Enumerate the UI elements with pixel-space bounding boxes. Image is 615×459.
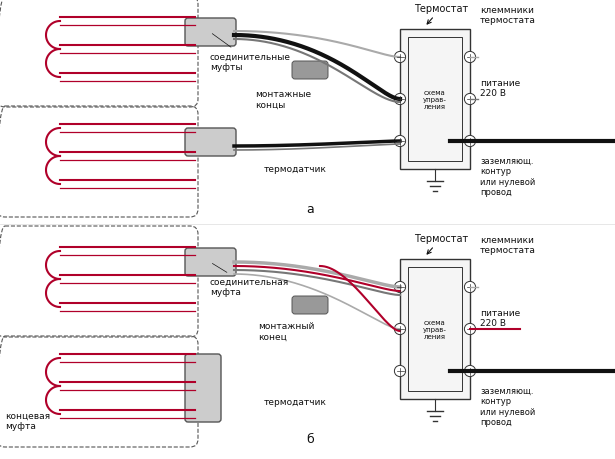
Circle shape <box>464 52 475 63</box>
Text: концевая
муфта: концевая муфта <box>5 411 50 431</box>
Circle shape <box>394 52 406 63</box>
Text: термодатчик: термодатчик <box>264 165 327 174</box>
Text: схема
управ-
ления: схема управ- ления <box>423 90 447 110</box>
Circle shape <box>464 94 475 106</box>
Circle shape <box>394 282 406 293</box>
Text: клеммники
термостата: клеммники термостата <box>480 235 536 254</box>
Text: Термостат: Термостат <box>414 4 468 25</box>
Circle shape <box>394 366 406 377</box>
Text: б: б <box>306 432 314 446</box>
Circle shape <box>464 282 475 293</box>
FancyBboxPatch shape <box>185 354 221 422</box>
Text: заземляющ.
контур
или нулевой
провод: заземляющ. контур или нулевой провод <box>480 386 535 426</box>
FancyBboxPatch shape <box>292 297 328 314</box>
Text: клеммники
термостата: клеммники термостата <box>480 6 536 25</box>
Bar <box>408 268 462 391</box>
Circle shape <box>464 136 475 147</box>
Text: монтажный
конец: монтажный конец <box>258 321 314 341</box>
Text: соединительные
муфты: соединительные муфты <box>210 34 291 72</box>
Bar <box>400 259 470 399</box>
Text: термодатчик: термодатчик <box>264 397 327 406</box>
FancyBboxPatch shape <box>185 129 236 157</box>
FancyBboxPatch shape <box>292 62 328 80</box>
Text: а: а <box>306 203 314 216</box>
Bar <box>400 30 470 170</box>
Circle shape <box>464 366 475 377</box>
Circle shape <box>394 94 406 106</box>
Text: заземляющ.
контур
или нулевой
провод: заземляющ. контур или нулевой провод <box>480 157 535 197</box>
Text: схема
управ-
ления: схема управ- ления <box>423 319 447 339</box>
Circle shape <box>394 324 406 335</box>
Text: соединительная
муфта: соединительная муфта <box>210 264 289 297</box>
FancyBboxPatch shape <box>185 248 236 276</box>
Circle shape <box>394 136 406 147</box>
Circle shape <box>464 324 475 335</box>
Text: монтажные
концы: монтажные концы <box>255 90 311 109</box>
Text: питание
220 В: питание 220 В <box>480 79 520 98</box>
Bar <box>408 38 462 161</box>
FancyBboxPatch shape <box>185 19 236 47</box>
Text: Термостат: Термостат <box>414 234 468 254</box>
Text: питание
220 В: питание 220 В <box>480 308 520 328</box>
